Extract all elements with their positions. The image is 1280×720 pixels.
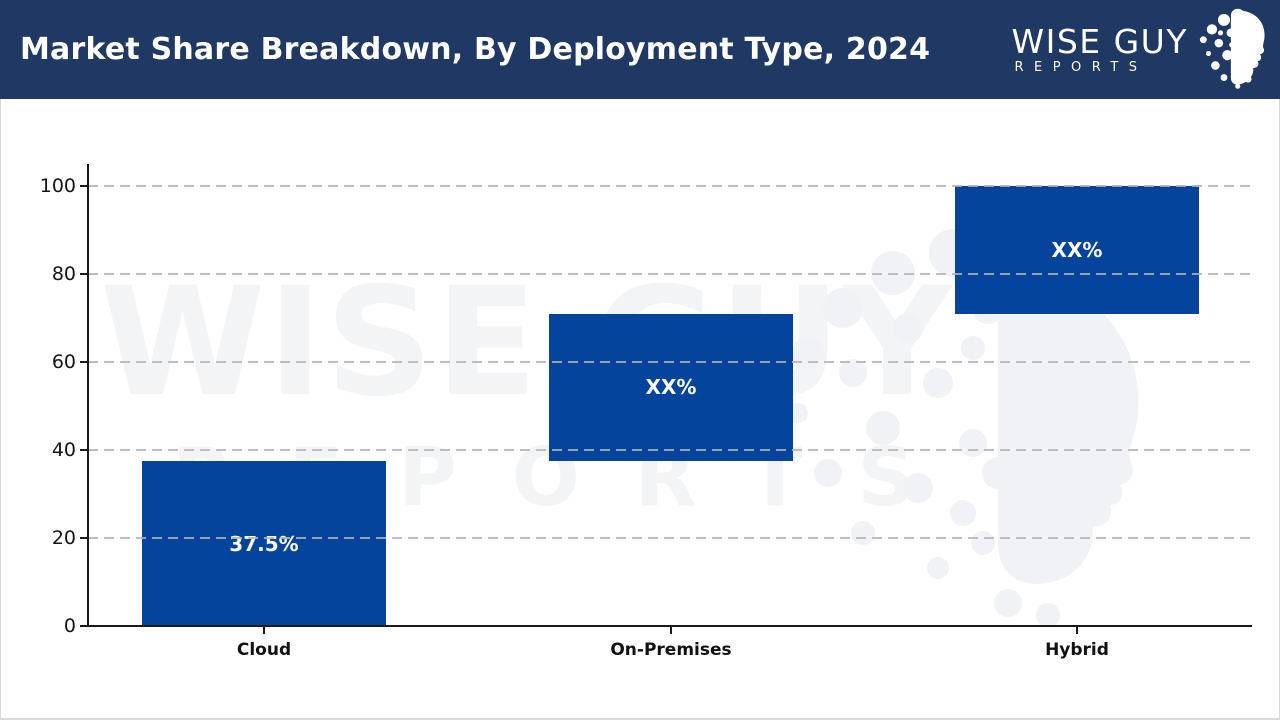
x-tick-mark [263, 627, 265, 634]
gridline-40 [88, 449, 1252, 451]
page-title: Market Share Breakdown, By Deployment Ty… [20, 32, 931, 67]
y-tick-label-80: 80 [51, 263, 76, 285]
wiseguy-head-icon [1199, 8, 1265, 89]
x-category-label-hybrid: Hybrid [1045, 640, 1109, 660]
bar-segment-cloud: 37.5% [142, 461, 386, 626]
wiseguy-logo: WISE GUY REPORTS [1011, 0, 1270, 99]
gridline-20 [88, 537, 1252, 539]
y-tick-label-0: 0 [63, 615, 76, 637]
logo-text: WISE GUY REPORTS [1011, 25, 1188, 74]
x-tick-mark [1076, 627, 1078, 634]
header-banner: Market Share Breakdown, By Deployment Ty… [0, 0, 1280, 99]
x-category-label-cloud: Cloud [236, 640, 292, 660]
bar-value-label: XX% [1051, 237, 1103, 262]
y-tick-mark [80, 361, 88, 363]
y-tick-mark [80, 625, 88, 627]
x-axis-spine [87, 625, 1252, 627]
bar-value-label: 37.5% [229, 531, 299, 556]
wiseguy-face-watermark-icon [788, 229, 1139, 627]
y-tick-label-100: 100 [39, 175, 76, 197]
logo-subtitle: REPORTS [1014, 60, 1148, 75]
y-tick-mark [80, 449, 88, 451]
y-tick-mark [80, 273, 88, 275]
x-tick-mark [670, 627, 672, 634]
bar-value-label: XX% [645, 375, 697, 400]
gridline-60 [88, 361, 1252, 363]
y-tick-label-20: 20 [51, 527, 76, 549]
bar-segment-on-premises: XX% [549, 313, 793, 461]
x-category-label-on-premises: On-Premises [610, 640, 732, 660]
y-axis-spine [87, 164, 89, 627]
y-tick-label-40: 40 [51, 439, 76, 461]
bar-segment-hybrid: XX% [955, 186, 1199, 314]
y-tick-mark [80, 537, 88, 539]
y-tick-label-60: 60 [51, 351, 76, 373]
gridline-80 [88, 273, 1252, 275]
logo-wordmark: WISE GUY [1011, 22, 1188, 61]
y-tick-mark [80, 185, 88, 187]
gridline-100 [88, 185, 1252, 187]
